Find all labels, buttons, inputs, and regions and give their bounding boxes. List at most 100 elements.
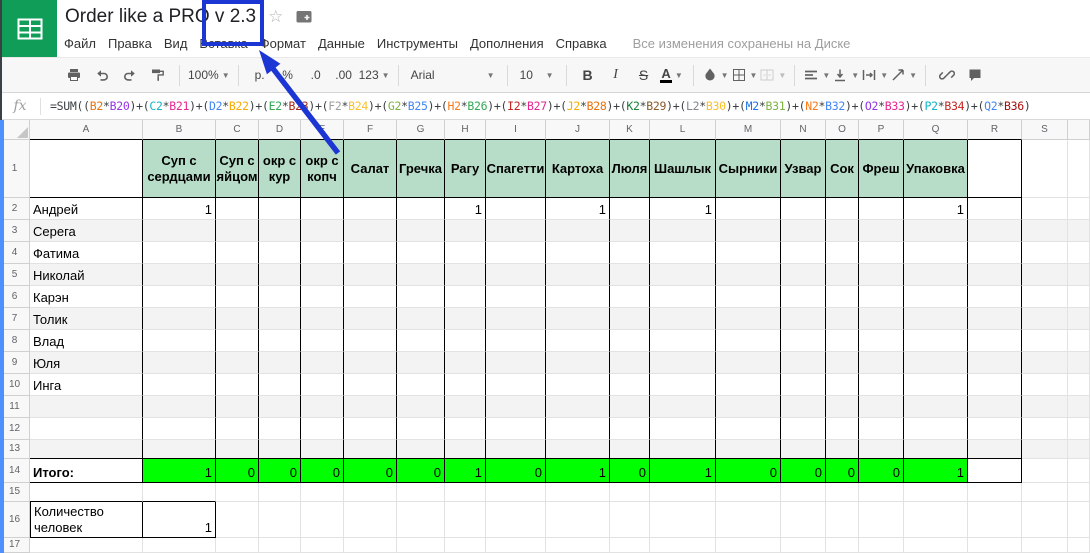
cell-D11[interactable] <box>259 396 301 418</box>
cell-B9[interactable] <box>143 352 216 374</box>
cell-M4[interactable] <box>716 242 781 264</box>
cell-L11[interactable] <box>650 396 716 418</box>
cell-M10[interactable] <box>716 374 781 396</box>
cell-C6[interactable] <box>216 286 259 308</box>
cell-C10[interactable] <box>216 374 259 396</box>
cell-L2[interactable]: 1 <box>650 198 716 220</box>
cell-G6[interactable] <box>397 286 445 308</box>
cell-P16[interactable] <box>859 502 904 538</box>
cell-extra1[interactable] <box>1068 140 1090 198</box>
cell-A2[interactable]: Андрей <box>30 198 143 220</box>
column-header-extra[interactable] <box>1068 120 1090 140</box>
cell-G3[interactable] <box>397 220 445 242</box>
cell-Q10[interactable] <box>904 374 968 396</box>
cell-B12[interactable] <box>143 418 216 440</box>
cell-O8[interactable] <box>826 330 859 352</box>
cell-Q15[interactable] <box>904 483 968 502</box>
font-size-select[interactable]: 10 ▼ <box>519 68 554 82</box>
column-header-B[interactable]: B <box>143 120 216 140</box>
cell-K9[interactable] <box>610 352 650 374</box>
cell-P8[interactable] <box>859 330 904 352</box>
cell-E2[interactable] <box>301 198 344 220</box>
cell-E14[interactable]: 0 <box>301 459 344 483</box>
cell-J5[interactable] <box>546 264 610 286</box>
cell-C16[interactable] <box>216 502 259 538</box>
cell-D9[interactable] <box>259 352 301 374</box>
cell-H14[interactable]: 1 <box>445 459 486 483</box>
cell-H10[interactable] <box>445 374 486 396</box>
cell-extra15[interactable] <box>1068 483 1090 502</box>
cell-H17[interactable] <box>445 538 486 553</box>
cell-L3[interactable] <box>650 220 716 242</box>
cell-C2[interactable] <box>216 198 259 220</box>
cell-Q11[interactable] <box>904 396 968 418</box>
cell-E6[interactable] <box>301 286 344 308</box>
horizontal-align-button[interactable]: ▼ <box>803 63 830 87</box>
cell-L10[interactable] <box>650 374 716 396</box>
cell-K2[interactable] <box>610 198 650 220</box>
insert-link-button[interactable] <box>934 63 960 87</box>
cell-R13[interactable] <box>968 440 1022 459</box>
cell-E10[interactable] <box>301 374 344 396</box>
cell-S8[interactable] <box>1022 330 1068 352</box>
cell-H8[interactable] <box>445 330 486 352</box>
undo-button[interactable] <box>89 63 115 87</box>
cell-G13[interactable] <box>397 440 445 459</box>
row-header-2[interactable]: 2 <box>0 198 30 220</box>
cell-extra4[interactable] <box>1068 242 1090 264</box>
cell-D10[interactable] <box>259 374 301 396</box>
fill-color-button[interactable]: ▼ <box>702 63 729 87</box>
cell-M1[interactable]: Сырники <box>716 140 781 198</box>
cell-K5[interactable] <box>610 264 650 286</box>
cell-S12[interactable] <box>1022 418 1068 440</box>
cell-S17[interactable] <box>1022 538 1068 553</box>
cell-F10[interactable] <box>344 374 397 396</box>
cell-E3[interactable] <box>301 220 344 242</box>
cell-A1[interactable] <box>30 140 143 198</box>
cell-K11[interactable] <box>610 396 650 418</box>
cell-Q16[interactable] <box>904 502 968 538</box>
cell-H9[interactable] <box>445 352 486 374</box>
cell-J1[interactable]: Картоха <box>546 140 610 198</box>
cell-F3[interactable] <box>344 220 397 242</box>
row-header-11[interactable]: 11 <box>0 396 30 418</box>
cell-B2[interactable]: 1 <box>143 198 216 220</box>
cell-E7[interactable] <box>301 308 344 330</box>
cell-N16[interactable] <box>781 502 826 538</box>
cell-S15[interactable] <box>1022 483 1068 502</box>
cell-J12[interactable] <box>546 418 610 440</box>
cell-Q17[interactable] <box>904 538 968 553</box>
cell-N2[interactable] <box>781 198 826 220</box>
cell-G12[interactable] <box>397 418 445 440</box>
column-header-G[interactable]: G <box>397 120 445 140</box>
cell-F17[interactable] <box>344 538 397 553</box>
row-header-3[interactable]: 3 <box>0 220 30 242</box>
cell-Q13[interactable] <box>904 440 968 459</box>
cell-S9[interactable] <box>1022 352 1068 374</box>
cell-H13[interactable] <box>445 440 486 459</box>
cell-S1[interactable] <box>1022 140 1068 198</box>
cell-O11[interactable] <box>826 396 859 418</box>
redo-button[interactable] <box>117 63 143 87</box>
cell-M17[interactable] <box>716 538 781 553</box>
cell-B1[interactable]: Суп с сердцами <box>143 140 216 198</box>
cell-C11[interactable] <box>216 396 259 418</box>
cell-K1[interactable]: Люля <box>610 140 650 198</box>
row-header-9[interactable]: 9 <box>0 352 30 374</box>
cell-K7[interactable] <box>610 308 650 330</box>
cell-R12[interactable] <box>968 418 1022 440</box>
cell-S5[interactable] <box>1022 264 1068 286</box>
cell-extra11[interactable] <box>1068 396 1090 418</box>
cell-N7[interactable] <box>781 308 826 330</box>
column-header-N[interactable]: N <box>781 120 826 140</box>
cell-K6[interactable] <box>610 286 650 308</box>
cell-extra5[interactable] <box>1068 264 1090 286</box>
cell-P9[interactable] <box>859 352 904 374</box>
cell-S16[interactable] <box>1022 502 1068 538</box>
cell-J10[interactable] <box>546 374 610 396</box>
cell-L16[interactable] <box>650 502 716 538</box>
cell-K13[interactable] <box>610 440 650 459</box>
cell-J13[interactable] <box>546 440 610 459</box>
cell-extra7[interactable] <box>1068 308 1090 330</box>
cell-D2[interactable] <box>259 198 301 220</box>
